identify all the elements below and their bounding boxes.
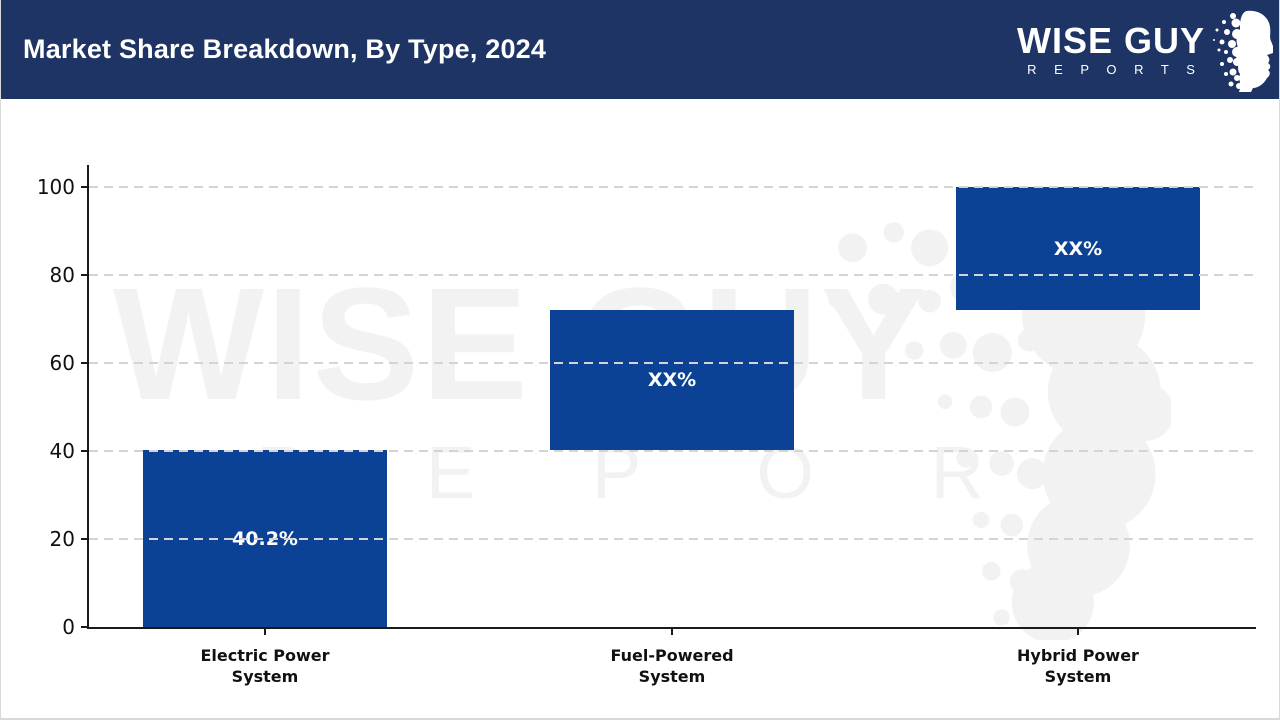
- y-tick: [81, 274, 89, 276]
- face-profile-icon: [1213, 10, 1273, 92]
- x-tick: [671, 627, 673, 635]
- x-tick: [1077, 627, 1079, 635]
- y-gridline: [89, 186, 1256, 188]
- y-gridline: [89, 538, 1256, 540]
- y-axis-line: [87, 165, 89, 629]
- brand-subtitle: R E P O R T S: [1027, 61, 1202, 77]
- x-category-label: Electric Power System: [200, 646, 330, 687]
- bar-segment: XX%: [956, 187, 1200, 311]
- bar-segment: XX%: [550, 310, 794, 451]
- y-tick: [81, 186, 89, 188]
- page-title: Market Share Breakdown, By Type, 2024: [23, 34, 547, 64]
- y-tick: [81, 538, 89, 540]
- y-tick-label: 80: [49, 263, 75, 287]
- x-category-label: Hybrid Power System: [1017, 646, 1139, 687]
- brand-logo: WISE GUY R E P O R T S: [1016, 8, 1279, 92]
- y-tick-label: 100: [36, 175, 75, 199]
- y-tick-label: 0: [62, 615, 75, 639]
- y-gridline: [89, 362, 1256, 364]
- y-gridline: [89, 450, 1256, 452]
- y-tick-label: 60: [49, 351, 75, 375]
- brand-name: WISE GUY: [1016, 19, 1205, 61]
- bar-value-label: XX%: [647, 369, 697, 392]
- y-tick-label: 40: [49, 439, 75, 463]
- y-tick: [81, 362, 89, 364]
- x-axis-line: [87, 627, 1256, 629]
- y-tick-label: 20: [49, 527, 75, 551]
- x-category-label: Fuel-Powered System: [610, 646, 734, 687]
- bar-value-label: XX%: [1053, 237, 1103, 260]
- y-gridline: [89, 274, 1256, 276]
- y-tick: [81, 450, 89, 452]
- y-tick: [81, 626, 89, 628]
- header-bar: Market Share Breakdown, By Type, 2024 WI…: [1, 0, 1279, 99]
- chart-area: 40.2% Electric Power System XX% Fuel-Powere…: [1, 100, 1279, 718]
- brand-logo-text: WISE GUY R E P O R T S: [1016, 19, 1205, 77]
- x-tick: [264, 627, 266, 635]
